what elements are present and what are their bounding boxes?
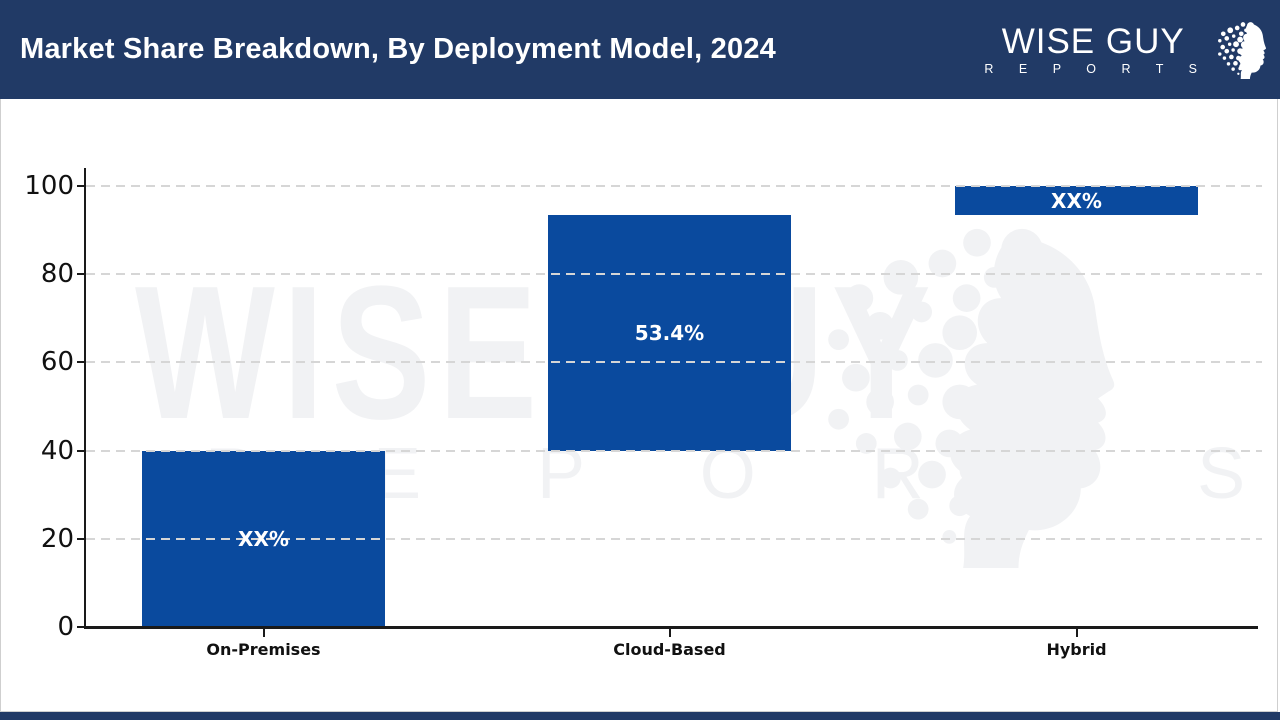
logo-line1: WISE GUY bbox=[1001, 21, 1185, 61]
logo-line2: R E P O R T S bbox=[984, 61, 1208, 76]
plot-canvas bbox=[0, 99, 1278, 712]
brand-logo: WISE GUY R E P O R T S bbox=[978, 0, 1272, 99]
brand-wordmark: WISE GUY R E P O R T S bbox=[978, 24, 1208, 76]
dotted-head-profile-icon bbox=[1218, 21, 1267, 79]
header-bar: Market Share Breakdown, By Deployment Mo… bbox=[0, 0, 1280, 99]
chart-title: Market Share Breakdown, By Deployment Mo… bbox=[20, 33, 776, 65]
footer-bar bbox=[0, 712, 1280, 720]
